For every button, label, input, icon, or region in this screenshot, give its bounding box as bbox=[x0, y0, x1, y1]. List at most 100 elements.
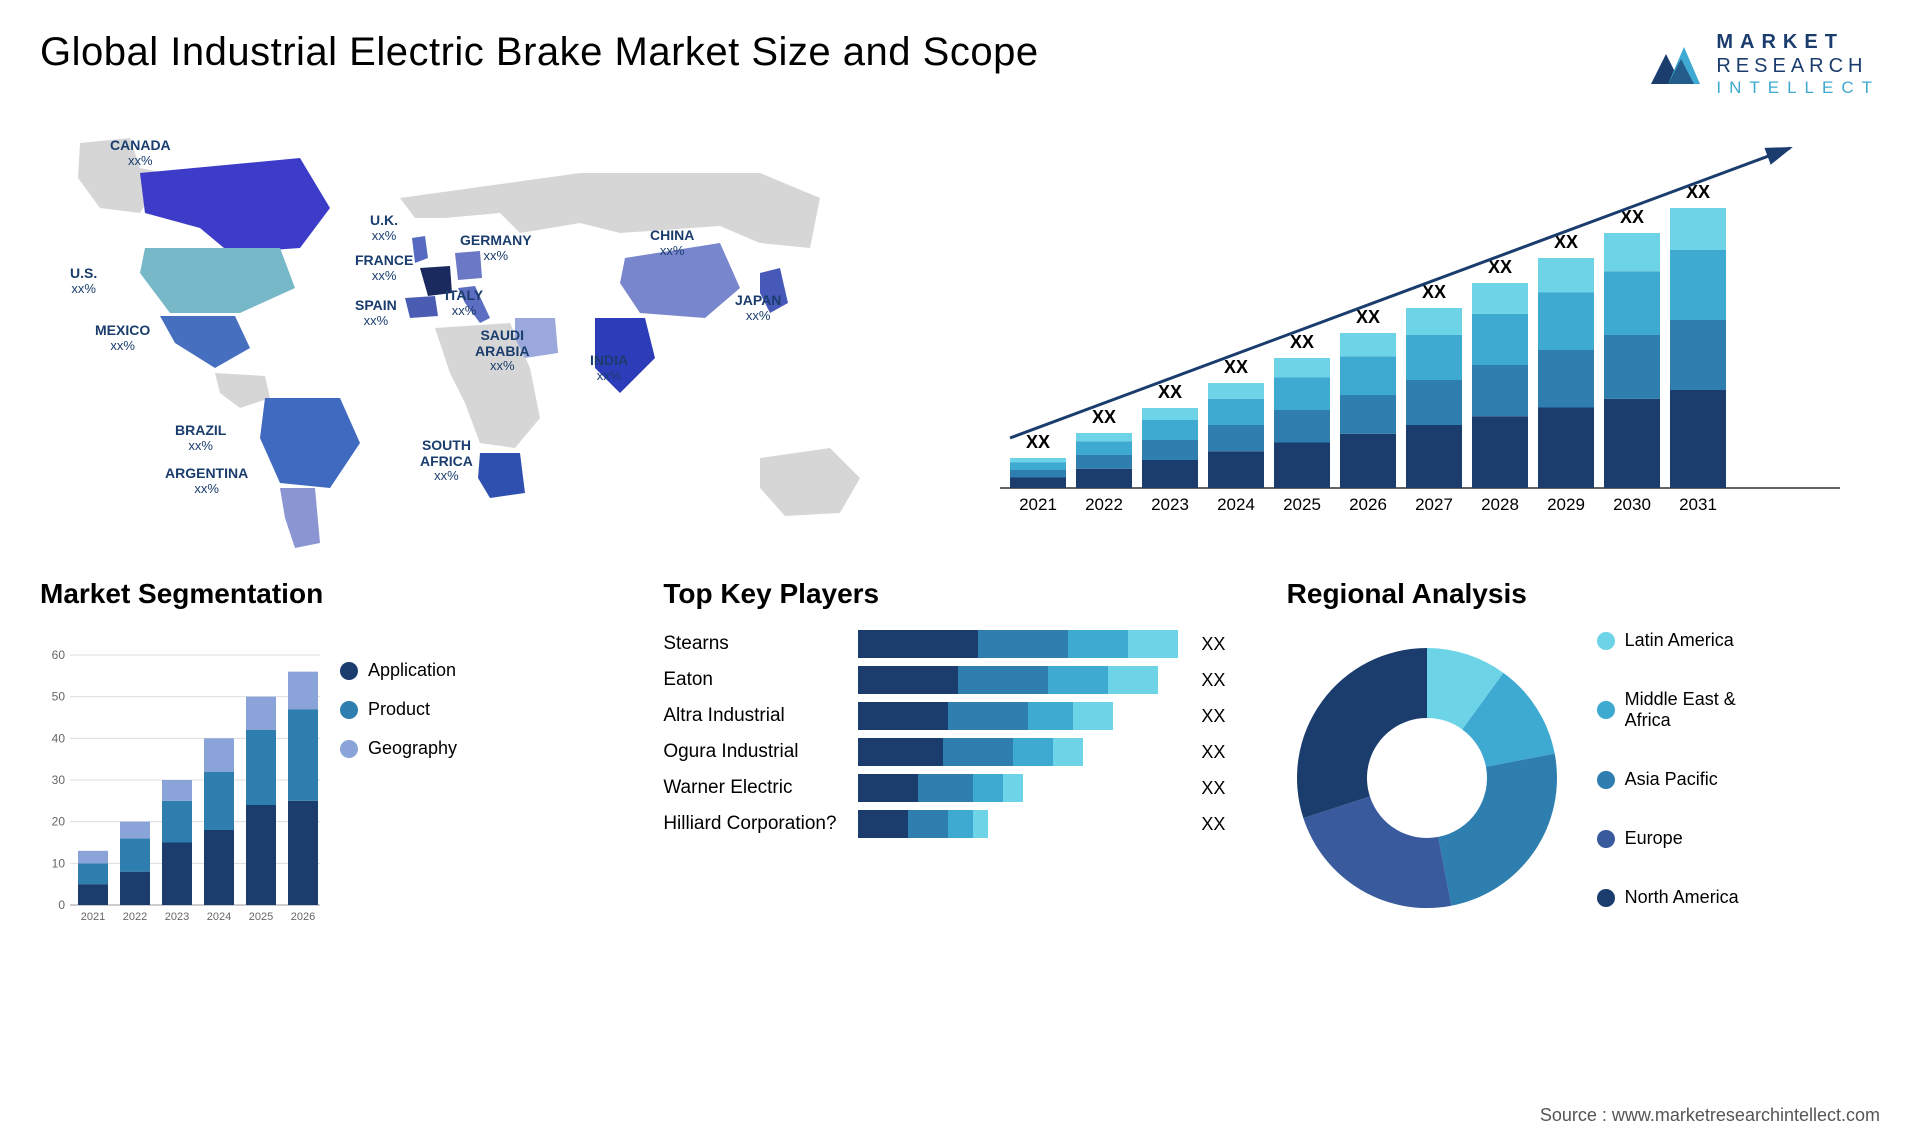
player-bar bbox=[858, 702, 1178, 730]
growth-bar-seg bbox=[1010, 463, 1066, 471]
player-row: Eaton XX bbox=[663, 666, 1256, 694]
growth-year-label: 2030 bbox=[1613, 495, 1651, 514]
regional-legend-item: Latin America bbox=[1597, 630, 1739, 651]
player-bar-seg bbox=[958, 666, 1048, 694]
seg-legend-item: Geography bbox=[340, 738, 633, 759]
donut-slice bbox=[1303, 797, 1451, 908]
map-region-mexico bbox=[160, 316, 250, 368]
seg-year-label: 2025 bbox=[249, 911, 273, 923]
seg-bar-seg bbox=[246, 730, 276, 805]
player-value-label: XX bbox=[1201, 742, 1225, 763]
player-row: Hilliard Corporation?XX bbox=[663, 810, 1256, 838]
seg-bar-seg bbox=[204, 830, 234, 905]
growth-bar-seg bbox=[1274, 378, 1330, 411]
seg-bar-seg bbox=[120, 822, 150, 839]
player-bar-seg bbox=[858, 666, 958, 694]
logo-text-1: MARKET bbox=[1716, 30, 1880, 54]
player-name-label: Ogura Industrial bbox=[663, 741, 843, 763]
seg-y-tick: 40 bbox=[52, 732, 66, 746]
brand-logo: MARKET RESEARCH INTELLECT bbox=[1646, 30, 1880, 98]
growth-bar-seg bbox=[1142, 460, 1198, 488]
seg-year-label: 2024 bbox=[207, 911, 231, 923]
segmentation-chart: 0102030405060202120222023202420252026 bbox=[40, 630, 320, 930]
growth-bar-seg bbox=[1010, 470, 1066, 478]
map-label: U.S.xx% bbox=[70, 266, 97, 296]
growth-bar-seg bbox=[1406, 335, 1462, 380]
map-label: ITALYxx% bbox=[445, 288, 483, 318]
seg-year-label: 2026 bbox=[291, 911, 315, 923]
seg-bar-seg bbox=[288, 710, 318, 802]
growth-year-label: 2025 bbox=[1283, 495, 1321, 514]
donut-slice bbox=[1297, 648, 1427, 818]
player-bar bbox=[858, 666, 1178, 694]
growth-year-label: 2029 bbox=[1547, 495, 1585, 514]
growth-bar-seg bbox=[1076, 455, 1132, 469]
map-label: ARGENTINAxx% bbox=[165, 466, 248, 496]
player-bar-seg bbox=[1053, 738, 1083, 766]
logo-text-2: RESEARCH bbox=[1716, 54, 1880, 78]
seg-bar-seg bbox=[162, 843, 192, 906]
seg-y-tick: 0 bbox=[58, 898, 65, 912]
player-name-label: Eaton bbox=[663, 669, 843, 691]
map-region-argentina bbox=[280, 488, 320, 548]
growth-year-label: 2031 bbox=[1679, 495, 1717, 514]
player-bar bbox=[858, 630, 1178, 658]
map-region-canada bbox=[140, 158, 330, 253]
growth-bar-label: XX bbox=[1026, 432, 1050, 452]
legend-dot-icon bbox=[1597, 889, 1615, 907]
growth-bar-chart: XX2021XX2022XX2023XX2024XX2025XX2026XX20… bbox=[960, 118, 1880, 548]
seg-bar-seg bbox=[246, 697, 276, 730]
growth-bar-seg bbox=[1208, 383, 1264, 399]
growth-bar-seg bbox=[1406, 380, 1462, 425]
player-bar-seg bbox=[918, 774, 973, 802]
legend-dot-icon bbox=[1597, 771, 1615, 789]
regional-legend-item: Europe bbox=[1597, 828, 1739, 849]
growth-bar-seg bbox=[1274, 443, 1330, 489]
growth-bar-seg bbox=[1208, 399, 1264, 425]
growth-bar-seg bbox=[1604, 272, 1660, 336]
player-bar-seg bbox=[1073, 702, 1113, 730]
growth-bar-seg bbox=[1142, 408, 1198, 420]
growth-bar-seg bbox=[1208, 425, 1264, 451]
legend-dot-icon bbox=[340, 740, 358, 758]
seg-bar-seg bbox=[162, 780, 192, 801]
player-bar bbox=[858, 810, 1178, 838]
growth-bar-seg bbox=[1076, 433, 1132, 441]
regional-legend-label: Asia Pacific bbox=[1625, 769, 1718, 790]
growth-bar-seg bbox=[1340, 434, 1396, 488]
player-bar-seg bbox=[978, 630, 1068, 658]
player-value-label: XX bbox=[1201, 706, 1225, 727]
growth-bar-seg bbox=[1340, 395, 1396, 434]
growth-bar-seg bbox=[1538, 350, 1594, 408]
growth-bar-seg bbox=[1142, 440, 1198, 460]
player-row: Altra IndustrialXX bbox=[663, 702, 1256, 730]
player-bar-seg bbox=[948, 810, 973, 838]
growth-bar-seg bbox=[1604, 335, 1660, 399]
map-label: GERMANYxx% bbox=[460, 233, 532, 263]
regional-legend-label: Europe bbox=[1625, 828, 1683, 849]
seg-bar-seg bbox=[78, 851, 108, 864]
seg-legend-label: Application bbox=[368, 660, 456, 681]
growth-bar-seg bbox=[1538, 258, 1594, 293]
growth-bar-seg bbox=[1472, 314, 1528, 365]
growth-year-label: 2024 bbox=[1217, 495, 1255, 514]
seg-y-tick: 50 bbox=[52, 690, 66, 704]
legend-dot-icon bbox=[1597, 632, 1615, 650]
growth-bar-seg bbox=[1406, 308, 1462, 335]
map-label: FRANCExx% bbox=[355, 253, 413, 283]
legend-dot-icon bbox=[1597, 701, 1615, 719]
regional-legend-label: North America bbox=[1625, 887, 1739, 908]
player-value-label: XX bbox=[1201, 670, 1225, 691]
growth-bar-seg bbox=[1670, 390, 1726, 488]
growth-bar-label: XX bbox=[1356, 307, 1380, 327]
seg-year-label: 2021 bbox=[81, 911, 105, 923]
growth-bar-seg bbox=[1670, 250, 1726, 320]
growth-bar-label: XX bbox=[1224, 357, 1248, 377]
map-label: SOUTHAFRICAxx% bbox=[420, 438, 473, 483]
map-label: JAPANxx% bbox=[735, 293, 781, 323]
growth-bar-label: XX bbox=[1092, 407, 1116, 427]
seg-legend-item: Product bbox=[340, 699, 633, 720]
player-name-label: Stearns bbox=[663, 633, 843, 655]
player-bar-seg bbox=[1108, 666, 1158, 694]
player-name-label: Hilliard Corporation? bbox=[663, 813, 843, 835]
